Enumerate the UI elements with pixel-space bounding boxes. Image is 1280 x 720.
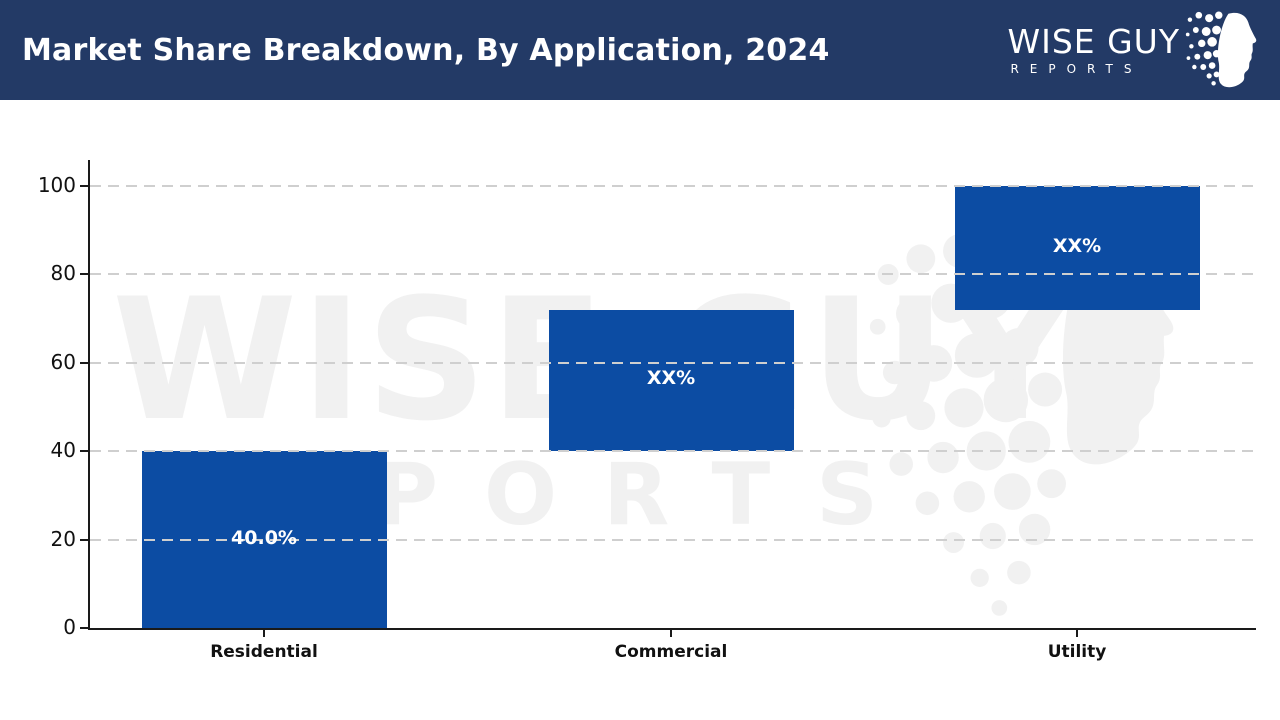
header: Market Share Breakdown, By Application, …	[0, 0, 1280, 100]
chart-area: WISE GUY REPORTS 0 20 40 60 80 100 Residential…	[0, 100, 1280, 720]
y-tick-60	[80, 361, 88, 364]
category-label-residential: Residential	[210, 642, 318, 662]
y-tick-label-20: 20	[50, 526, 76, 551]
category-label-commercial: Commercial	[614, 642, 728, 662]
gridline-40	[90, 450, 1256, 453]
gridline-60	[90, 361, 1256, 364]
y-tick-label-100: 100	[37, 173, 76, 197]
category-label-utility: Utility	[1047, 642, 1107, 662]
x-tick-commercial	[670, 630, 672, 637]
y-tick-80	[80, 273, 88, 276]
y-tick-label-40: 40	[50, 438, 76, 463]
gridline-20	[90, 538, 1256, 541]
bar-utility	[954, 186, 1200, 310]
logo-subtitle: REPORTS	[1010, 61, 1143, 76]
x-tick-residential	[263, 630, 265, 637]
bar-value-label-utility: XX%	[1052, 234, 1102, 257]
logo-wordmark: WISE GUY	[1007, 21, 1180, 61]
logo-face-icon	[1185, 11, 1257, 88]
gridline-80	[90, 273, 1256, 276]
y-tick-label-60: 60	[50, 349, 76, 374]
y-tick-label-80: 80	[50, 261, 76, 286]
logo-text: WISE GUY REPORTS	[1007, 25, 1180, 76]
y-tick-label-0: 0	[63, 615, 76, 639]
x-axis	[88, 628, 1256, 630]
gridline-100	[90, 185, 1256, 187]
x-tick-utility	[1076, 630, 1078, 637]
plot: 0 20 40 60 80 100 Residential 40.0% Commercial XX…	[0, 100, 1280, 720]
bar-value-label-commercial: XX%	[646, 367, 696, 390]
y-tick-100	[80, 185, 88, 187]
bar-value-label-residential: 40.0%	[231, 526, 297, 549]
y-tick-0	[80, 627, 88, 629]
y-tick-40	[80, 450, 88, 453]
bar-commercial	[548, 309, 794, 452]
y-tick-20	[80, 538, 88, 541]
y-axis	[88, 160, 90, 630]
page-title: Market Share Breakdown, By Application, …	[22, 32, 830, 68]
wise-guy-logo: WISE GUY REPORTS	[1007, 8, 1258, 92]
